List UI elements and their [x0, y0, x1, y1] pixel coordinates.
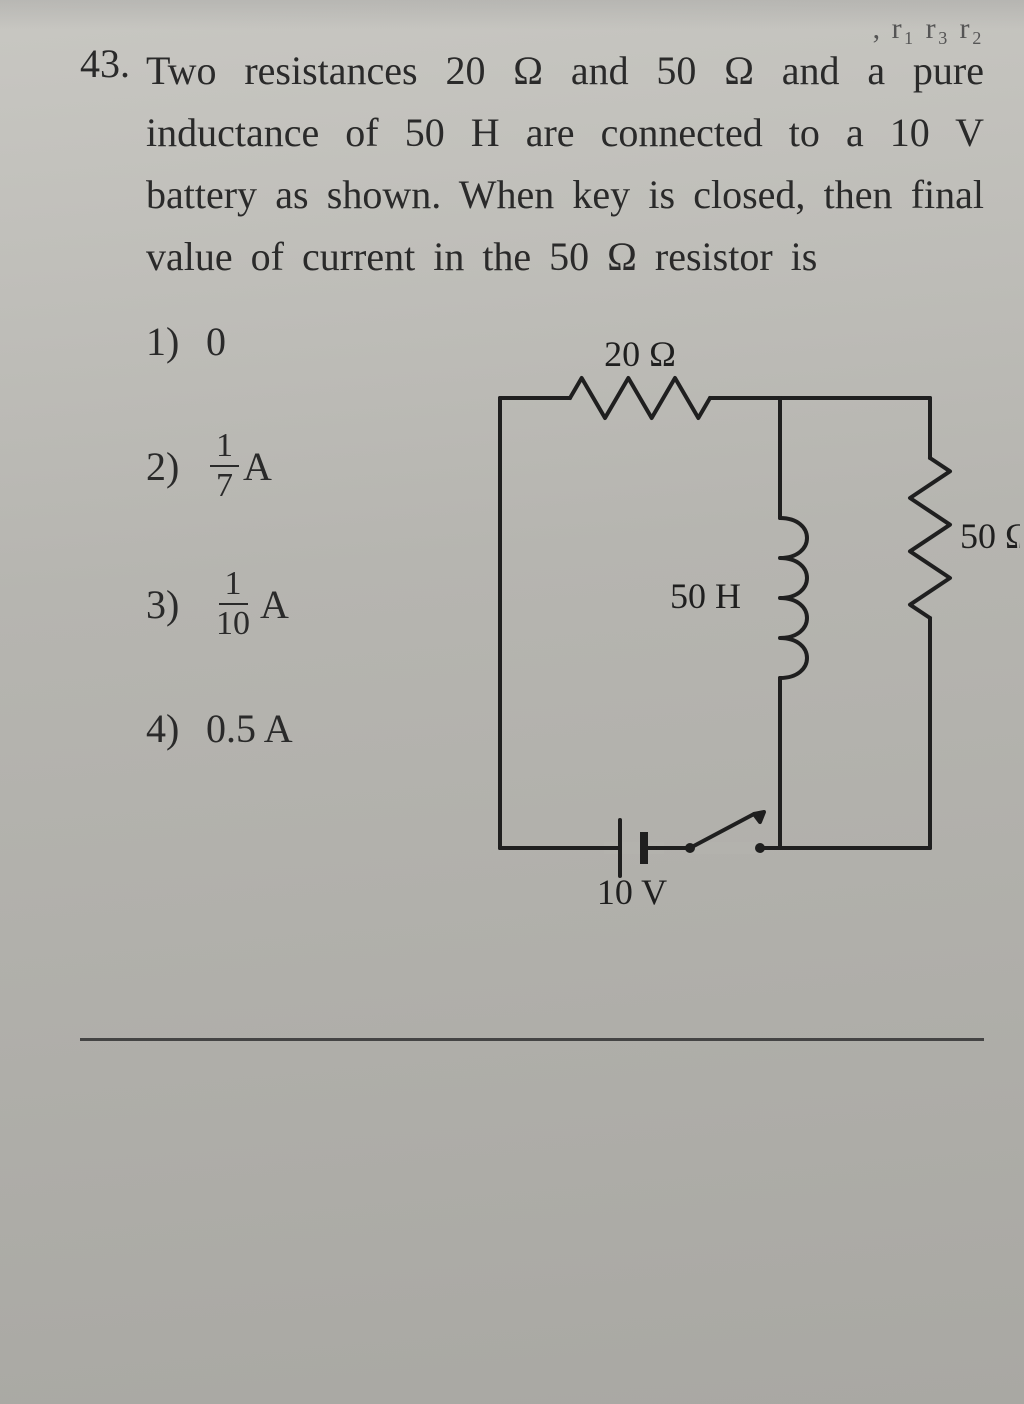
option-2-num: 2) — [146, 443, 206, 490]
option-2-unit: A — [243, 443, 272, 490]
option-3-denominator: 10 — [210, 605, 256, 641]
page: , r₁ r₃ r₂ 43. Two resistances 20 Ω and … — [0, 0, 1024, 1404]
svg-text:50 H: 50 H — [670, 576, 741, 616]
question-text: Two resistances 20 Ω and 50 Ω and a pure… — [146, 40, 984, 288]
option-3-numerator: 1 — [219, 567, 248, 605]
option-3-fraction: 1 10 — [210, 567, 256, 641]
cropped-text: , r₁ r₃ r₂ — [873, 12, 984, 46]
question-number: 43. — [80, 40, 146, 87]
option-1: 1) 0 — [146, 318, 460, 365]
page-shadow — [0, 0, 1024, 30]
option-1-value: 0 — [206, 318, 226, 365]
option-4-num: 4) — [146, 705, 206, 752]
option-2: 2) 1 7 A — [146, 429, 460, 503]
option-3: 3) 1 10 A — [146, 567, 460, 641]
option-4: 4) 0.5 A — [146, 705, 460, 752]
option-4-value: 0.5 A — [206, 705, 293, 752]
options-list: 1) 0 2) 1 7 A 3) 1 10 A 4) — [80, 318, 460, 938]
bottom-rule — [80, 1038, 984, 1041]
svg-text:50 Ω: 50 Ω — [960, 516, 1020, 556]
circuit-figure: 20 Ω50 Ω50 H10 V — [460, 318, 984, 938]
svg-text:20 Ω: 20 Ω — [604, 334, 676, 374]
option-2-fraction: 1 7 — [210, 429, 239, 503]
option-3-unit: A — [260, 581, 289, 628]
option-2-numerator: 1 — [210, 429, 239, 467]
circuit-svg: 20 Ω 50 Ω 50 H 10 V — [460, 318, 1020, 938]
option-1-num: 1) — [146, 318, 206, 365]
option-2-denominator: 7 — [210, 467, 239, 503]
content-row: 1) 0 2) 1 7 A 3) 1 10 A 4) — [80, 318, 984, 938]
option-3-num: 3) — [146, 581, 206, 628]
svg-text:10 V: 10 V — [597, 872, 667, 912]
question-row: 43. Two resistances 20 Ω and 50 Ω and a … — [80, 40, 984, 288]
